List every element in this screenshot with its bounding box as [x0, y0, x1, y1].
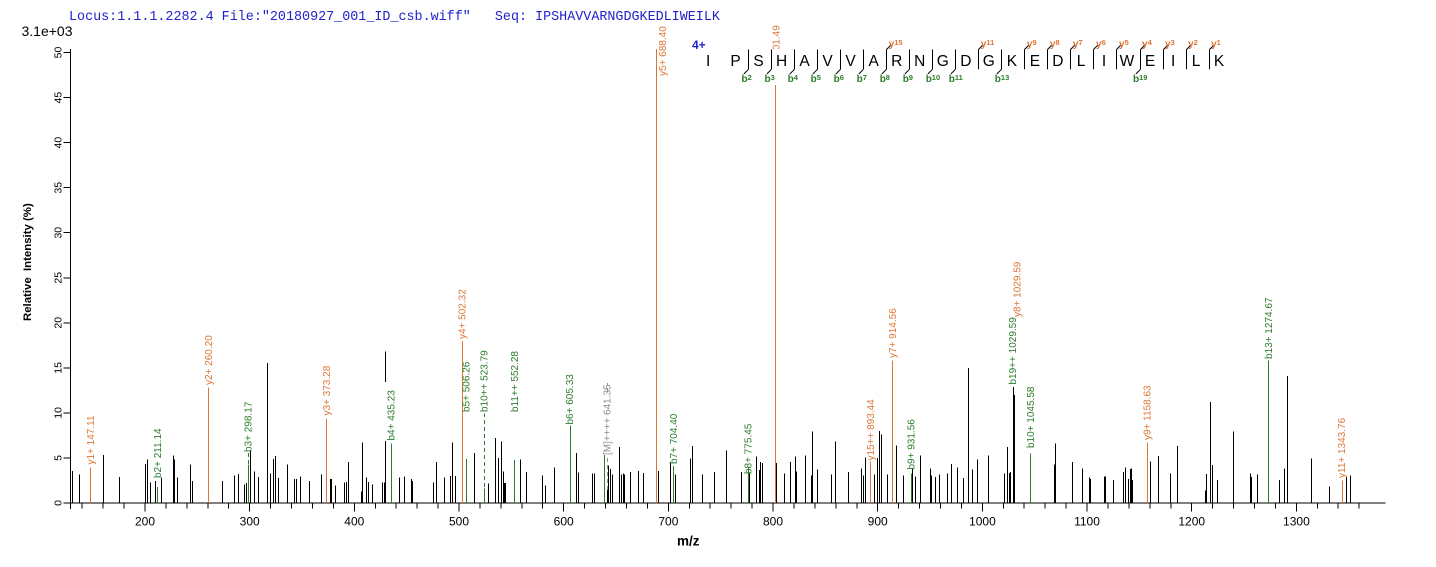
- svg-text:40: 40: [53, 137, 65, 149]
- svg-text:S: S: [753, 53, 763, 70]
- svg-text:A: A: [869, 53, 880, 70]
- svg-text:b4+ 435.23: b4+ 435.23: [386, 390, 397, 441]
- svg-text:b9: b9: [903, 73, 913, 85]
- svg-text:5: 5: [53, 455, 65, 461]
- svg-text:800: 800: [763, 515, 783, 529]
- svg-text:N: N: [914, 53, 925, 70]
- svg-text:15: 15: [53, 362, 65, 374]
- svg-text:b5: b5: [811, 73, 821, 85]
- svg-text:E: E: [1030, 53, 1040, 70]
- svg-text:D: D: [960, 53, 971, 70]
- svg-text:y11+ 1343.76: y11+ 1343.76: [1337, 417, 1348, 478]
- svg-text:G: G: [983, 53, 995, 70]
- svg-text:I: I: [1102, 53, 1106, 70]
- svg-text:b2+ 211.14: b2+ 211.14: [153, 428, 164, 478]
- svg-text:300: 300: [240, 515, 260, 529]
- svg-text:y15++ 893.44: y15++ 893.44: [866, 399, 877, 461]
- svg-text:y5: y5: [1119, 38, 1129, 50]
- svg-text:b4: b4: [788, 73, 799, 85]
- svg-text:y2+ 260.20: y2+ 260.20: [204, 335, 215, 385]
- svg-text:1000: 1000: [969, 515, 996, 529]
- svg-text:E: E: [1145, 53, 1155, 70]
- svg-text:b3+ 298.17: b3+ 298.17: [244, 401, 255, 452]
- svg-text:m/z: m/z: [677, 534, 700, 549]
- svg-text:W: W: [1120, 53, 1135, 70]
- svg-text:20: 20: [53, 317, 65, 329]
- svg-text:[M]++++ 641.35: [M]++++ 641.35: [603, 384, 614, 455]
- svg-text:b8+ 775.45: b8+ 775.45: [743, 423, 754, 474]
- svg-text:35: 35: [53, 182, 65, 194]
- svg-text:b13+ 1274.67: b13+ 1274.67: [1264, 297, 1275, 359]
- svg-text:y8: y8: [1050, 38, 1060, 50]
- svg-text:1100: 1100: [1074, 515, 1100, 529]
- svg-text:600: 600: [554, 515, 574, 529]
- svg-text:30: 30: [53, 227, 65, 239]
- svg-text:K: K: [1214, 53, 1225, 70]
- svg-text:L: L: [1077, 53, 1086, 70]
- svg-text:y9+ 1158.63: y9+ 1158.63: [1143, 385, 1154, 440]
- svg-text:y7: y7: [1073, 38, 1083, 50]
- svg-text:I: I: [706, 53, 710, 70]
- svg-text:Relative Intensity (%): Relative Intensity (%): [22, 203, 34, 321]
- svg-text:I: I: [1171, 53, 1175, 70]
- svg-text:400: 400: [344, 515, 364, 529]
- svg-text:500: 500: [449, 515, 469, 529]
- svg-text:1300: 1300: [1283, 515, 1310, 529]
- svg-text:b3: b3: [765, 73, 775, 85]
- svg-text:1200: 1200: [1178, 515, 1205, 529]
- svg-text:b10++ 523.79: b10++ 523.79: [480, 350, 491, 412]
- svg-text:b2: b2: [742, 73, 752, 85]
- svg-text:P: P: [730, 53, 740, 70]
- svg-text:y1: y1: [1211, 38, 1221, 50]
- svg-text:b8: b8: [880, 73, 890, 85]
- svg-text:50: 50: [53, 47, 65, 59]
- svg-text:y5+ 688.40: y5+ 688.40: [658, 26, 669, 76]
- svg-text:V: V: [822, 53, 833, 70]
- svg-text:y3+ 373.28: y3+ 373.28: [322, 365, 333, 415]
- svg-text:b7+ 704.40: b7+ 704.40: [669, 413, 680, 464]
- svg-text:y8+ 1029.59: y8+ 1029.59: [1013, 261, 1024, 317]
- svg-text:y1+ 147.11: y1+ 147.11: [86, 415, 97, 464]
- svg-text:45: 45: [53, 92, 65, 104]
- svg-text:y6: y6: [1096, 38, 1106, 50]
- svg-text:b19++ 1029.59: b19++ 1029.59: [1008, 317, 1019, 385]
- svg-text:V: V: [845, 53, 856, 70]
- svg-text:4+: 4+: [692, 38, 706, 52]
- svg-text:25: 25: [53, 272, 65, 284]
- svg-text:b6+ 605.33: b6+ 605.33: [565, 374, 576, 425]
- svg-text:0: 0: [53, 500, 65, 506]
- svg-text:Locus:1.1.1.2282.4 File:"20180: Locus:1.1.1.2282.4 File:"20180927_001_ID…: [69, 10, 721, 25]
- svg-text:b10+ 1045.58: b10+ 1045.58: [1026, 386, 1037, 448]
- svg-text:y2: y2: [1188, 38, 1198, 50]
- svg-text:700: 700: [658, 515, 678, 529]
- svg-text:900: 900: [868, 515, 888, 529]
- svg-text:b9+ 931.56: b9+ 931.56: [906, 419, 917, 470]
- svg-text:y4: y4: [1142, 38, 1153, 50]
- svg-text:3.1e+03: 3.1e+03: [22, 23, 73, 39]
- svg-text:200: 200: [135, 515, 155, 529]
- svg-text:y3: y3: [1165, 38, 1175, 50]
- svg-text:b7: b7: [857, 73, 867, 85]
- svg-text:D: D: [1052, 53, 1063, 70]
- svg-text:R: R: [891, 53, 902, 70]
- svg-text:y4+ 502.32: y4+ 502.32: [457, 289, 468, 339]
- svg-text:H: H: [776, 53, 787, 70]
- svg-text:L: L: [1192, 53, 1201, 70]
- svg-text:10: 10: [53, 407, 65, 419]
- svg-text:A: A: [799, 53, 810, 70]
- svg-text:K: K: [1007, 53, 1018, 70]
- svg-text:b5+ 506.26: b5+ 506.26: [461, 361, 472, 412]
- svg-text:y9: y9: [1027, 38, 1037, 50]
- svg-text:b11++ 552.28: b11++ 552.28: [510, 351, 521, 412]
- svg-text:b6: b6: [834, 73, 844, 85]
- svg-text:y7+ 914.56: y7+ 914.56: [888, 308, 899, 358]
- svg-text:G: G: [937, 53, 949, 70]
